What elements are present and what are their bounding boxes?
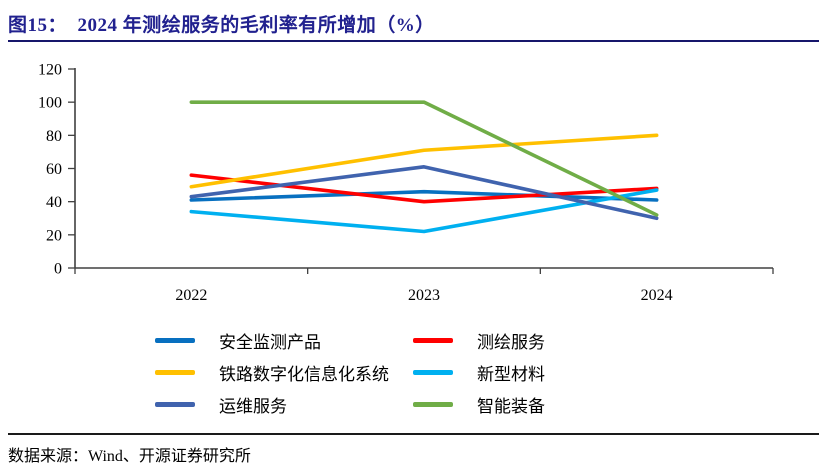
y-axis-label: 80 [46,128,62,145]
figure-title: 图15： 2024 年测绘服务的毛利率有所增加（%） [8,15,435,36]
series-line-安全监测产品 [189,189,659,202]
legend-swatch-icon [413,369,453,375]
series-line-运维服务 [189,165,659,221]
legend-label: 安全监测产品 [219,332,321,352]
y-axis-label: 100 [38,95,62,112]
legend-swatch-icon [413,401,453,407]
legend-label: 运维服务 [219,396,287,416]
legend-swatch-icon [155,337,195,343]
legend-label: 新型材料 [477,364,545,384]
y-axis-label: 40 [46,194,62,211]
legend-swatch-icon [155,369,195,375]
legend-item-安全监测产品: 安全监测产品 [155,328,413,353]
source-divider [8,433,819,435]
legend-label: 铁路数字化信息化系统 [219,364,389,384]
x-axis-label: 2022 [175,287,207,304]
series-line-测绘服务 [189,173,659,204]
series-line-铁路数字化信息化系统 [189,133,659,189]
y-axis-label: 0 [54,261,62,278]
y-axis-label: 120 [38,62,62,79]
legend-label: 测绘服务 [477,332,545,352]
legend-item-智能装备: 智能装备 [413,392,545,417]
series-line-智能装备 [189,100,659,217]
legend-swatch-icon [155,401,195,407]
legend-item-运维服务: 运维服务 [155,392,413,417]
chart-legend: 安全监测产品 测绘服务铁路数字化信息化系统 新型材料运维服务 智能装备 [155,324,545,420]
y-axis-label: 20 [46,227,62,244]
y-axis-label: 60 [46,161,62,178]
legend-label: 智能装备 [477,396,545,416]
series-line-新型材料 [189,188,659,234]
legend-item-新型材料: 新型材料 [413,360,545,385]
x-axis-label: 2024 [641,287,673,304]
data-source-text: 数据来源：Wind、开源证券研究所 [8,448,251,465]
title-divider [8,40,819,42]
legend-item-测绘服务: 测绘服务 [413,328,545,353]
legend-item-铁路数字化信息化系统: 铁路数字化信息化系统 [155,360,413,385]
x-axis-label: 2023 [408,287,440,304]
legend-swatch-icon [413,337,453,343]
